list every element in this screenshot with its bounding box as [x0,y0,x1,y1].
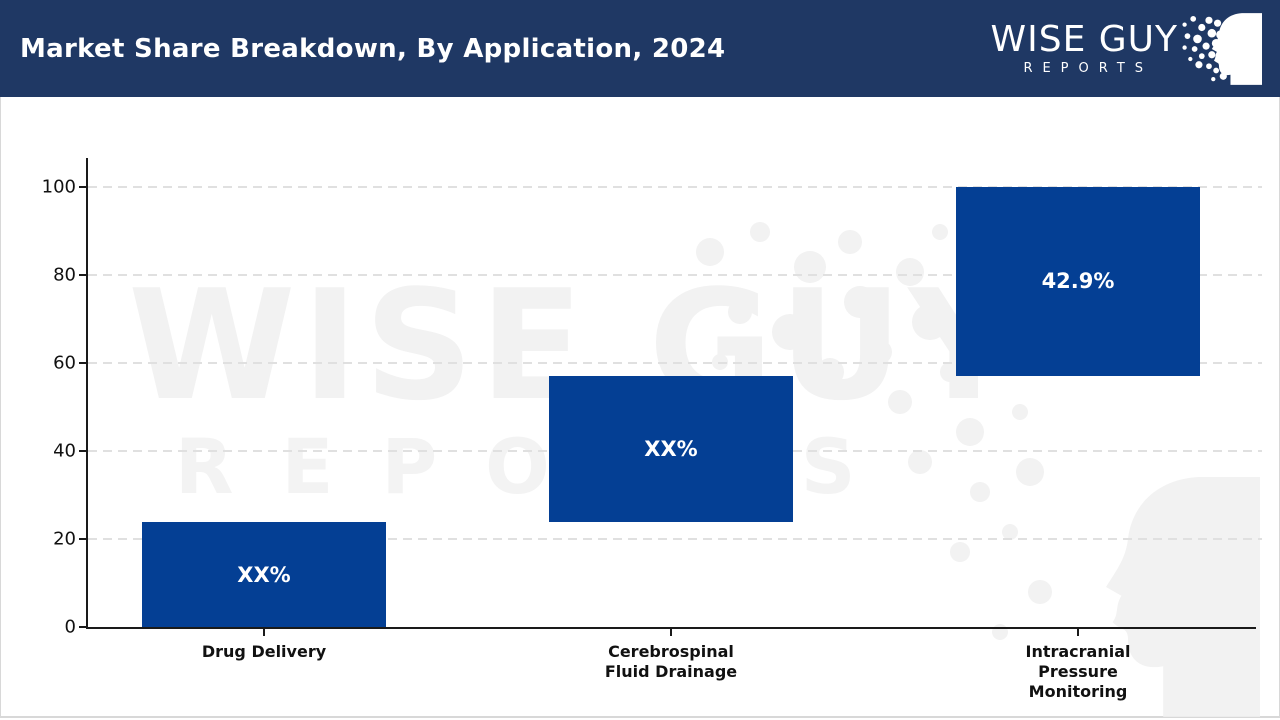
logo-wordmark-line2: REPORTS [1023,60,1154,76]
x-category-label-line: Drug Delivery [201,642,327,661]
x-category-label-line: Intracranial [1025,642,1131,661]
logo-wordmark-line1: WISE GUY [990,18,1178,60]
x-tick-mark [670,629,672,636]
x-category-label-line: Pressure [1038,662,1118,681]
bar-value-label: XX% [237,562,291,587]
x-tick-mark [263,629,265,636]
y-tick-label: 100 [41,176,76,198]
bar-value-label: XX% [644,437,698,461]
gridline [88,362,1262,364]
logo-face-icon [1182,12,1262,85]
wiseguy-logo: WISE GUY REPORTS [990,8,1262,90]
chart-area: WISE GUY REPORTS 0 20 40 60 80 100 XX% Drug Del… [0,97,1280,717]
header-bar: Market Share Breakdown, By Application, … [0,0,1280,97]
x-category-label-line: Monitoring [1028,682,1128,701]
x-category-label: Intracranial Pressure Monitoring [1025,642,1130,702]
x-category-label-line: Cerebrospinal [608,642,734,661]
bar-segment: 42.9% [956,187,1200,376]
x-category-label-line: Fluid Drainage [604,662,738,681]
y-tick-mark [79,362,86,364]
watermark-face-icon [696,222,1260,717]
y-tick-mark [79,538,86,540]
y-tick-mark [79,450,86,452]
gridline [88,538,1262,540]
x-tick-mark [1077,629,1079,636]
bar-segment: XX% [142,522,386,627]
y-tick-mark [79,626,86,628]
gridline [88,274,1262,276]
bar-value-label: 42.9% [1041,269,1115,294]
chart-title: Market Share Breakdown, By Application, … [20,33,726,64]
x-axis-line [86,627,1256,629]
y-tick-mark [79,274,86,276]
bar-segment: XX% [549,375,793,523]
logo-wordmark: WISE GUY REPORTS [990,18,1179,77]
y-tick-label: 0 [64,616,76,638]
y-tick-label: 40 [53,440,76,462]
x-category-label: Cerebrospinal Fluid Drainage [605,642,737,682]
y-tick-mark [79,186,86,188]
y-axis-line [86,158,88,629]
y-tick-label: 20 [53,528,76,550]
y-tick-label: 80 [53,264,76,286]
x-category-label: Drug Delivery [202,642,326,662]
y-tick-label: 60 [53,352,76,374]
gridline [88,186,1262,188]
